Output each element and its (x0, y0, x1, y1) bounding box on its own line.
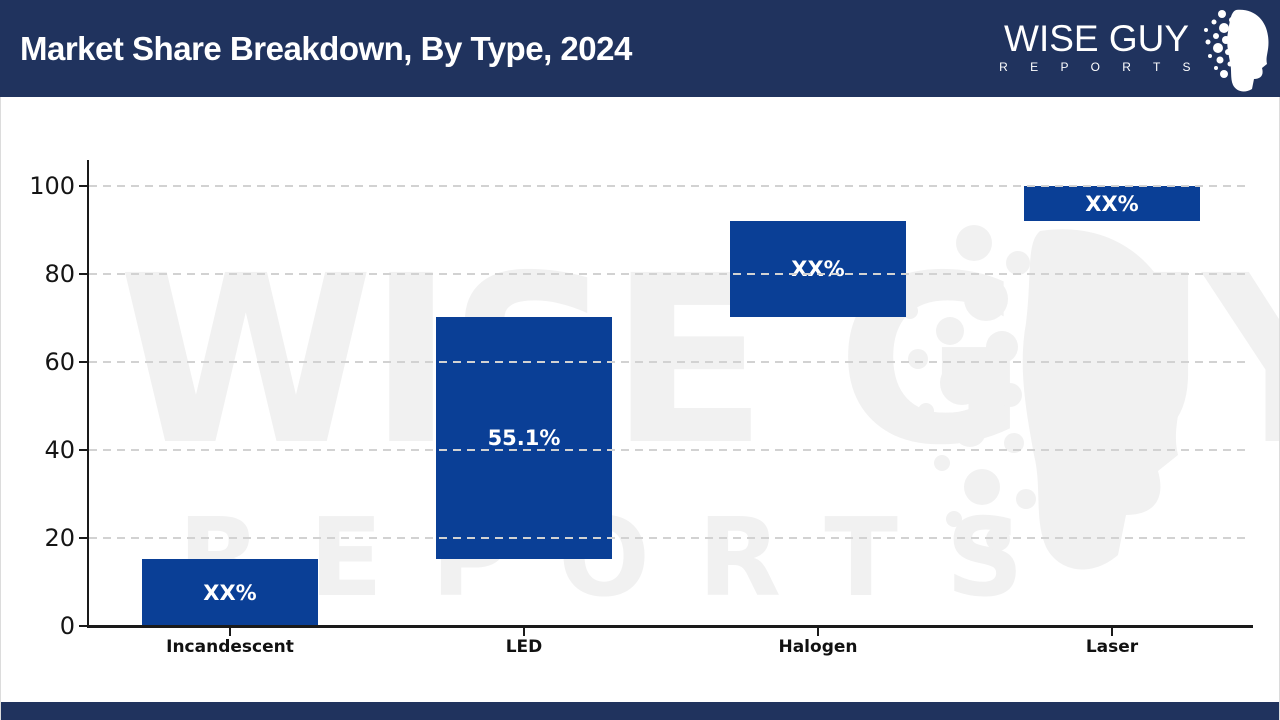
gridline-80 (89, 273, 1251, 275)
footer-bar (0, 702, 1280, 720)
x-tick-incandescent (229, 628, 231, 636)
chart-area: WISE GUY REPORTS 0 20 40 60 80 100 XX% Incandes… (0, 97, 1280, 702)
wise-guy-logo: WISE GUY R E P O R T S (999, 0, 1270, 97)
gridline-40 (89, 449, 1251, 451)
logo-head-icon (1192, 6, 1270, 96)
y-tick-40 (79, 449, 87, 451)
bar-label-halogen: XX% (791, 256, 845, 281)
category-label-led: LED (505, 637, 543, 657)
x-tick-laser (1111, 628, 1113, 636)
gridline-100 (89, 185, 1251, 187)
x-tick-halogen (817, 628, 819, 636)
y-tick-80 (79, 273, 87, 275)
y-tick-label-80: 80 (44, 260, 75, 288)
x-axis-line (87, 625, 1253, 628)
y-tick-60 (79, 361, 87, 363)
left-edge-line (0, 97, 1, 720)
bar-laser: XX% (1024, 186, 1200, 222)
bar-led: 55.1% (436, 316, 612, 560)
y-tick-0 (79, 625, 87, 627)
category-label-incandescent: Incandescent (166, 637, 294, 657)
bar-incandescent: XX% (142, 559, 318, 626)
y-tick-100 (79, 185, 87, 187)
y-tick-label-40: 40 (44, 436, 75, 464)
category-label-laser: Laser (1085, 637, 1139, 657)
y-tick-label-0: 0 (59, 612, 75, 640)
bar-halogen: XX% (730, 221, 906, 317)
logo-text: WISE GUY R E P O R T S (993, 20, 1200, 74)
y-axis-line (87, 160, 89, 628)
x-tick-led (523, 628, 525, 636)
y-tick-label-20: 20 (44, 524, 75, 552)
category-label-halogen: Halogen (778, 637, 858, 657)
page-title: Market Share Breakdown, By Type, 2024 (20, 29, 632, 67)
watermark-head-icon (850, 207, 1190, 611)
bar-label-laser: XX% (1085, 191, 1139, 216)
gridline-20 (89, 537, 1251, 539)
header-bar: Market Share Breakdown, By Type, 2024 WI… (0, 0, 1280, 97)
y-tick-label-60: 60 (44, 348, 75, 376)
logo-wordmark: WISE GUY (1004, 18, 1190, 59)
logo-subtitle: R E P O R T S (999, 60, 1200, 74)
gridline-60 (89, 361, 1251, 363)
bar-label-led: 55.1% (487, 425, 561, 450)
bar-label-incandescent: XX% (203, 580, 257, 605)
y-tick-20 (79, 537, 87, 539)
y-tick-label-100: 100 (29, 172, 75, 200)
